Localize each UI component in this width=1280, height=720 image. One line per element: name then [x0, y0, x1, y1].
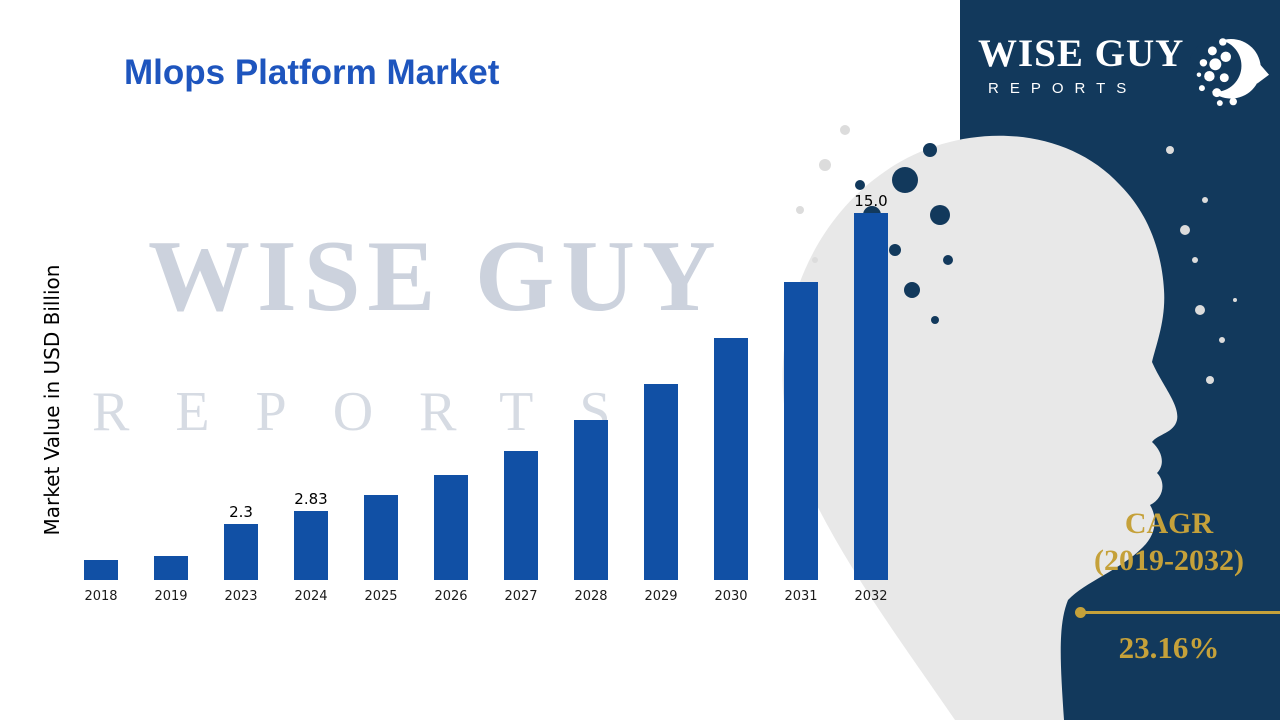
bar-2025 — [364, 495, 398, 580]
page-title: Mlops Platform Market — [124, 53, 500, 93]
bar-item-2030: 2030 — [696, 178, 766, 604]
x-tick-label: 2024 — [294, 589, 328, 604]
bar-item-2028: 2028 — [556, 178, 626, 604]
cagr-value: 23.16% — [1118, 630, 1220, 665]
accent-line — [1075, 607, 1280, 618]
bar-value-label: 2.83 — [294, 490, 328, 508]
brand-wordmark-line2: REPORTS — [988, 80, 1138, 97]
bar-item-2032: 15.0 2032 — [836, 178, 906, 604]
bar-item-2019: 2019 — [136, 178, 206, 604]
x-tick-label: 2018 — [84, 589, 118, 604]
bar-2018 — [84, 560, 118, 580]
cagr-range: (2019-2032) — [1094, 543, 1244, 577]
bar-2030 — [714, 338, 748, 580]
bar-item-2023: 2.3 2023 — [206, 178, 276, 604]
bar-item-2025: 2025 — [346, 178, 416, 604]
bar-2032 — [854, 213, 888, 580]
bar-item-2024: 2.83 2024 — [276, 178, 346, 604]
x-tick-label: 2025 — [364, 589, 398, 604]
bar-item-2031: 2031 — [766, 178, 836, 604]
brand-wordmark-line1: WISE GUY — [978, 32, 1185, 75]
cagr-label: CAGR — [1124, 507, 1214, 540]
x-tick-label: 2028 — [574, 589, 608, 604]
brand-logo: WISE GUY REPORTS — [978, 34, 1272, 122]
bar-2026 — [434, 475, 468, 580]
x-tick-label: 2029 — [644, 589, 678, 604]
bar-item-2029: 2029 — [626, 178, 696, 604]
bar-item-2018: 2018 — [66, 178, 136, 604]
bar-item-2027: 2027 — [486, 178, 556, 604]
bar-item-2026: 2026 — [416, 178, 486, 604]
bar-2029 — [644, 384, 678, 580]
x-tick-label: 2031 — [784, 589, 818, 604]
bar-2023 — [224, 524, 258, 580]
x-tick-label: 2023 — [224, 589, 258, 604]
cagr-block: CAGR (2019-2032) — [1068, 506, 1270, 579]
logo-face-icon — [1190, 38, 1270, 107]
bar-chart: 2018 2019 2.3 2023 2.83 2024 2025 2026 2027 2028 2… — [66, 178, 906, 604]
bar-2027 — [504, 451, 538, 580]
y-axis-label: Market Value in USD Billion — [40, 264, 64, 536]
bar-2031 — [784, 282, 818, 580]
x-tick-label: 2030 — [714, 589, 748, 604]
x-tick-label: 2027 — [504, 589, 538, 604]
bar-2028 — [574, 420, 608, 580]
x-tick-label: 2026 — [434, 589, 468, 604]
bar-2019 — [154, 556, 188, 580]
x-tick-label: 2019 — [154, 589, 188, 604]
bar-value-label: 15.0 — [854, 192, 888, 210]
bar-value-label: 2.3 — [229, 503, 253, 521]
brand-panel: WISE GUY REPORTS CAGR (2019-2032) — [960, 0, 1280, 720]
brand-wordmark: WISE GUY REPORTS — [978, 34, 1184, 122]
x-tick-label: 2032 — [854, 589, 888, 604]
bar-2024 — [294, 511, 328, 580]
